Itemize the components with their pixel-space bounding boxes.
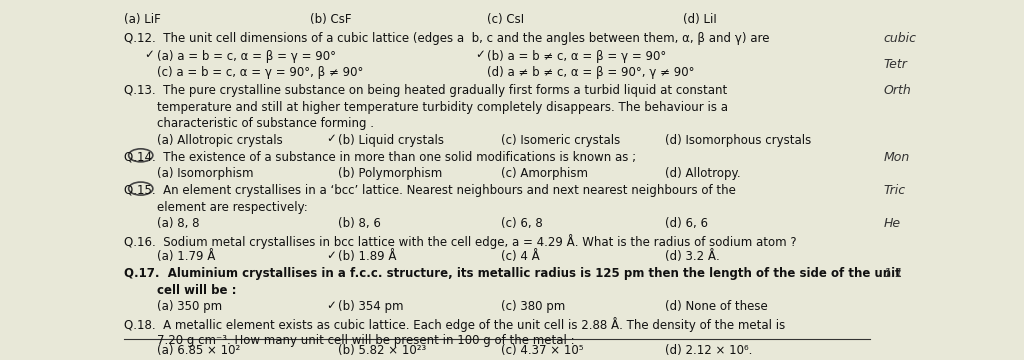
Text: Mon: Mon xyxy=(884,151,910,164)
Text: temperature and still at higher temperature turbidity completely disappears. The: temperature and still at higher temperat… xyxy=(157,101,728,114)
Text: Orth: Orth xyxy=(884,84,911,97)
Text: cubic: cubic xyxy=(884,32,916,45)
Text: (c) a = b = c, α = γ = 90°, β ≠ 90°: (c) a = b = c, α = γ = 90°, β ≠ 90° xyxy=(157,66,362,79)
Text: (d) Allotropy.: (d) Allotropy. xyxy=(665,167,740,180)
Text: (a) 350 pm: (a) 350 pm xyxy=(157,300,222,313)
Text: Q.14.  The existence of a substance in more than one solid modifications is know: Q.14. The existence of a substance in mo… xyxy=(124,151,636,164)
Text: 1.1: 1.1 xyxy=(884,267,903,280)
Text: characteristic of substance forming .: characteristic of substance forming . xyxy=(157,117,374,130)
Text: (a) LiF: (a) LiF xyxy=(124,13,161,26)
Text: (b) Polymorphism: (b) Polymorphism xyxy=(338,167,442,180)
Text: Q.12.  The unit cell dimensions of a cubic lattice (edges a  b, c and the angles: Q.12. The unit cell dimensions of a cubi… xyxy=(124,32,769,45)
Text: (b) a = b ≠ c, α = β = γ = 90°: (b) a = b ≠ c, α = β = γ = 90° xyxy=(487,50,667,63)
Text: Tric: Tric xyxy=(884,184,906,198)
Text: (b) 8, 6: (b) 8, 6 xyxy=(338,217,381,230)
Text: He: He xyxy=(884,217,901,230)
Text: Tetr: Tetr xyxy=(884,58,907,71)
Text: (d) None of these: (d) None of these xyxy=(665,300,767,313)
Text: ✓: ✓ xyxy=(475,48,485,61)
Text: (b) 5.82 × 10²³: (b) 5.82 × 10²³ xyxy=(338,344,427,357)
Text: (c) 380 pm: (c) 380 pm xyxy=(502,300,565,313)
Text: (a) a = b = c, α = β = γ = 90°: (a) a = b = c, α = β = γ = 90° xyxy=(157,50,336,63)
Text: Q.18.  A metallic element exists as cubic lattice. Each edge of the unit cell is: Q.18. A metallic element exists as cubic… xyxy=(124,318,785,333)
Text: (d) Isomorphous crystals: (d) Isomorphous crystals xyxy=(665,134,811,147)
Text: ✓: ✓ xyxy=(327,132,336,145)
Text: ✓: ✓ xyxy=(144,48,155,61)
Text: (b) CsF: (b) CsF xyxy=(310,13,352,26)
Text: ✓: ✓ xyxy=(327,249,336,262)
Text: cell will be :: cell will be : xyxy=(157,284,237,297)
Text: (d) 6, 6: (d) 6, 6 xyxy=(665,217,708,230)
Text: (c) 6, 8: (c) 6, 8 xyxy=(502,217,543,230)
Text: element are respectively:: element are respectively: xyxy=(157,201,307,214)
Text: Q.15.  An element crystallises in a ‘bcc’ lattice. Nearest neighbours and next n: Q.15. An element crystallises in a ‘bcc’… xyxy=(124,184,736,198)
Text: (b) Liquid crystals: (b) Liquid crystals xyxy=(338,134,444,147)
Text: (c) Amorphism: (c) Amorphism xyxy=(502,167,589,180)
Text: (a) 8, 8: (a) 8, 8 xyxy=(157,217,199,230)
Text: Q.16.  Sodium metal crystallises in bcc lattice with the cell edge, a = 4.29 Å. : Q.16. Sodium metal crystallises in bcc l… xyxy=(124,234,797,249)
Text: (a) 1.79 Å: (a) 1.79 Å xyxy=(157,250,215,263)
Text: (b) 354 pm: (b) 354 pm xyxy=(338,300,403,313)
Text: (d) 3.2 Å.: (d) 3.2 Å. xyxy=(665,250,719,263)
Text: (d) 2.12 × 10⁶.: (d) 2.12 × 10⁶. xyxy=(665,344,752,357)
Text: (c) Isomeric crystals: (c) Isomeric crystals xyxy=(502,134,621,147)
Text: (c) 4 Å: (c) 4 Å xyxy=(502,250,541,263)
Text: (a) Allotropic crystals: (a) Allotropic crystals xyxy=(157,134,283,147)
Text: (d) a ≠ b ≠ c, α = β = 90°, γ ≠ 90°: (d) a ≠ b ≠ c, α = β = 90°, γ ≠ 90° xyxy=(487,66,695,79)
Text: 7.20 g cm⁻³. How many unit cell will be present in 100 g of the metal :: 7.20 g cm⁻³. How many unit cell will be … xyxy=(157,334,574,347)
Text: (c) CsI: (c) CsI xyxy=(487,13,524,26)
Text: (a) Isomorphism: (a) Isomorphism xyxy=(157,167,253,180)
Text: (d) LiI: (d) LiI xyxy=(683,13,717,26)
Text: Q.13.  The pure crystalline substance on being heated gradually first forms a tu: Q.13. The pure crystalline substance on … xyxy=(124,84,727,97)
Text: (c) 4.37 × 10⁵: (c) 4.37 × 10⁵ xyxy=(502,344,584,357)
Text: (b) 1.89 Å: (b) 1.89 Å xyxy=(338,250,397,263)
Text: Q.17.  Aluminium crystallises in a f.c.c. structure, its metallic radius is 125 : Q.17. Aluminium crystallises in a f.c.c.… xyxy=(124,267,901,280)
Text: ✓: ✓ xyxy=(327,299,336,312)
Text: (a) 6.85 × 10²: (a) 6.85 × 10² xyxy=(157,344,240,357)
